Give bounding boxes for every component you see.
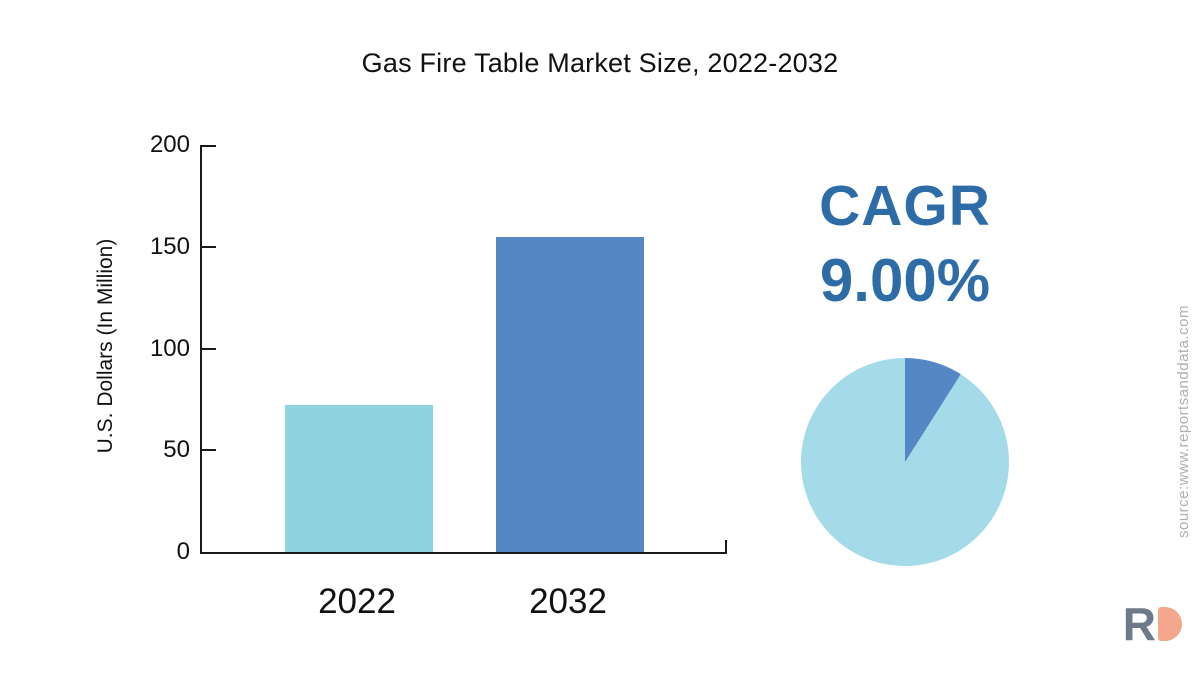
logo-d-shape-icon — [1158, 607, 1182, 641]
y-tick-label: 200 — [149, 131, 190, 158]
y-tick-label: 50 — [163, 436, 190, 464]
y-tick-mark — [202, 145, 216, 147]
chart-title: Gas Fire Table Market Size, 2022-2032 — [361, 48, 839, 78]
cagr-label: CAGR — [819, 174, 991, 238]
bar-2032 — [496, 236, 644, 552]
x-tick-label-2022: 2022 — [318, 582, 396, 621]
logo-letter-r: R — [1122, 598, 1156, 650]
cagr-block: CAGR 9.00% — [765, 178, 1045, 311]
bar-2022 — [285, 405, 433, 552]
y-tick-mark — [202, 449, 216, 452]
x-axis-end-tick — [725, 540, 727, 552]
y-tick-label: 0 — [176, 538, 190, 565]
y-tick-label: 100 — [149, 334, 190, 362]
brand-logo: R — [1122, 598, 1182, 650]
y-tick-label: 150 — [149, 232, 190, 260]
y-tick-mark — [202, 245, 216, 248]
bar-plot-area — [200, 145, 727, 554]
x-tick-label-2032: 2032 — [529, 582, 607, 621]
y-tick-mark — [202, 347, 216, 350]
source-attribution: source:www.reportsanddata.com — [1175, 305, 1192, 538]
cagr-pie-chart — [801, 358, 1009, 566]
cagr-value: 9.00% — [819, 247, 991, 314]
